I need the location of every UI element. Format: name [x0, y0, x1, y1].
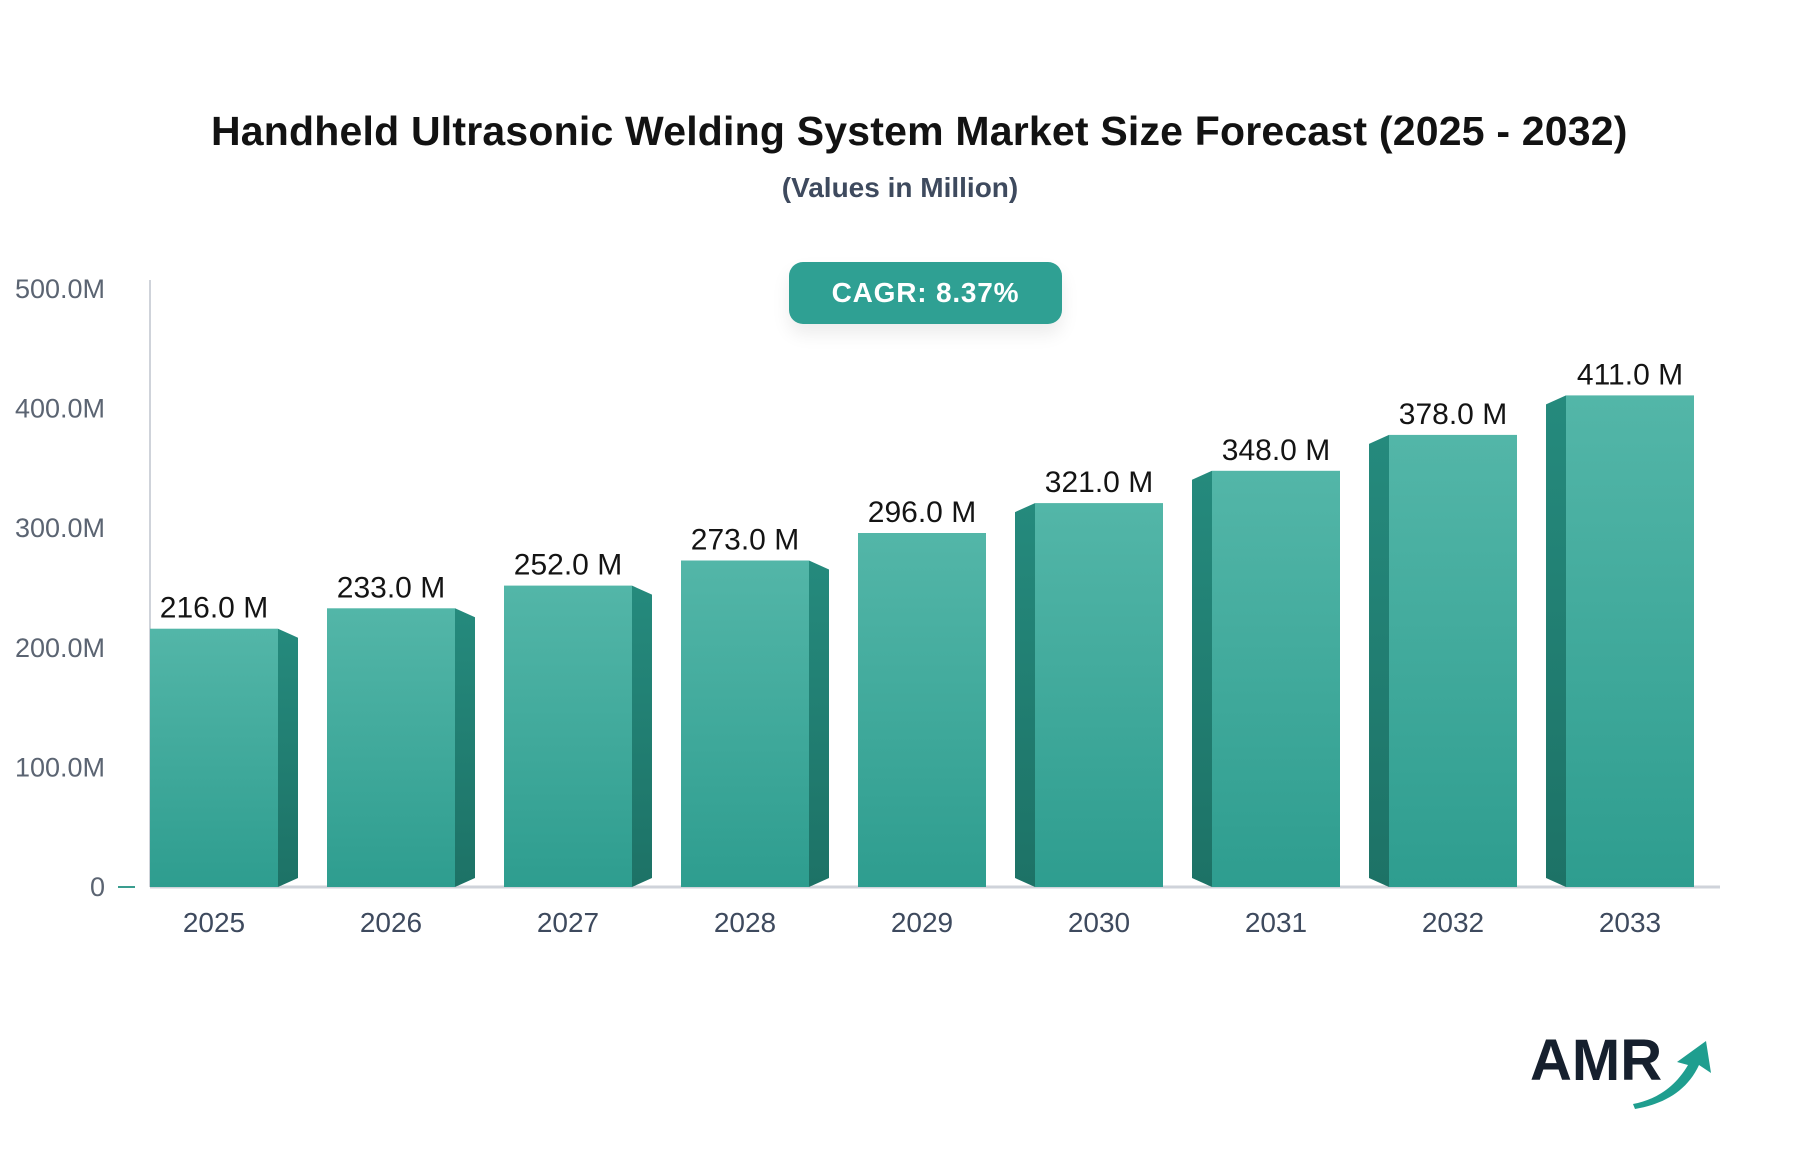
svg-text:200.0M: 200.0M — [15, 633, 105, 663]
svg-text:300.0M: 300.0M — [15, 513, 105, 543]
svg-text:2026: 2026 — [360, 907, 422, 938]
svg-text:0: 0 — [90, 872, 105, 902]
svg-text:2033: 2033 — [1599, 907, 1661, 938]
svg-text:411.0 M: 411.0 M — [1577, 358, 1683, 391]
svg-text:2032: 2032 — [1422, 907, 1484, 938]
svg-text:216.0 M: 216.0 M — [160, 592, 268, 625]
svg-text:2031: 2031 — [1245, 907, 1307, 938]
svg-text:100.0M: 100.0M — [15, 752, 105, 782]
svg-text:2028: 2028 — [714, 907, 776, 938]
svg-text:348.0 M: 348.0 M — [1222, 434, 1330, 467]
svg-text:2029: 2029 — [891, 907, 953, 938]
svg-text:273.0 M: 273.0 M — [691, 524, 799, 557]
svg-text:296.0 M: 296.0 M — [868, 496, 976, 529]
svg-text:2030: 2030 — [1068, 907, 1130, 938]
svg-text:378.0 M: 378.0 M — [1399, 398, 1507, 431]
svg-text:400.0M: 400.0M — [15, 394, 105, 424]
svg-text:2027: 2027 — [537, 907, 599, 938]
svg-text:321.0 M: 321.0 M — [1045, 466, 1153, 499]
svg-text:252.0 M: 252.0 M — [514, 549, 622, 582]
svg-text:233.0 M: 233.0 M — [337, 571, 445, 604]
svg-text:2025: 2025 — [183, 907, 245, 938]
svg-text:500.0M: 500.0M — [15, 274, 105, 304]
